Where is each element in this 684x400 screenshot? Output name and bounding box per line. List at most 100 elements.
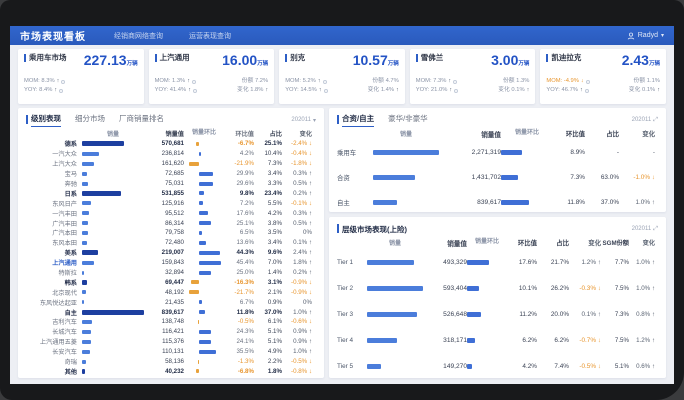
table-row[interactable]: 合资 1,431,702 7.3% 63.0% -1.0% ↓ [337, 165, 658, 190]
table-row[interactable]: 上汽大众 161,620 -21.9% 7.3% -1.8% ↓ [26, 159, 316, 169]
table-row[interactable]: Tier 1 493,329 17.6% 21.7% 1.2% ↑ 7.7% 1.0% ↑ [337, 249, 658, 275]
table-row[interactable]: 德系 570,681 -6.7% 25.1% -2.4% ↓ [26, 139, 316, 149]
sales-value: 593,404 [443, 284, 467, 292]
col-header: 变化 [642, 240, 655, 247]
table-row[interactable]: 特斯拉 32,894 25.0% 1.4% 0.2% ↑ [26, 268, 316, 278]
tab-1[interactable]: 细分市场 [75, 114, 105, 123]
date-value: 202011 [631, 226, 652, 232]
table-row[interactable]: 其他 40,232 -6.8% 1.8% -0.8% ↓ [26, 366, 316, 376]
change-value: 0.6% ↑ [636, 362, 655, 370]
sales-bar [82, 181, 88, 186]
info-icon[interactable] [453, 79, 458, 84]
change-value: 0.5% ↑ [293, 180, 312, 187]
table-row[interactable]: 东风日产 125,916 7.2% 5.5% -0.1% ↓ [26, 198, 316, 208]
table-row[interactable]: 长安汽车 110,131 35.5% 4.9% 1.0% ↑ [26, 347, 316, 357]
kpi-card-bottom: MOM: 1.3% ↑ YOY: 41.4% ↑ 份额 7.2% 变化 1.8% ↑ [155, 77, 269, 95]
table-row[interactable]: Tier 4 318,171 6.2% 6.2% -0.7% ↓ 7.5% 1.2% ↑ [337, 327, 658, 353]
trend-up-icon: ↑ [317, 78, 321, 84]
nav-item[interactable]: 经销商网络查询 [114, 32, 163, 40]
kpi-trend-block: MOM: 1.3% ↑ YOY: 41.4% ↑ [155, 77, 197, 95]
kpi-card[interactable]: 雪佛兰 3.00万辆 MOM: 7.3% ↑ YOY: 21.0% ↑ 份额 1.3% 变化 … [409, 49, 536, 104]
table-row[interactable]: 自主 839,617 11.8% 37.0% 1.0% ↑ [337, 190, 658, 215]
change-value: 0.8% ↑ [636, 310, 655, 318]
sgm-share-value: 7.5% [614, 336, 629, 344]
row-name: 美系 [64, 250, 77, 258]
change-value: -0.1% ↓ [291, 199, 312, 207]
tab-1[interactable]: 豪华/非豪华 [388, 114, 428, 123]
tab-0[interactable]: 合资/自主 [342, 113, 375, 127]
table-row[interactable]: 广汽丰田 86,314 25.1% 3.8% 0.5% ↑ [26, 218, 316, 228]
mom-value: 10.1% [518, 284, 537, 292]
table-row[interactable]: 一汽丰田 95,512 17.6% 4.2% 0.3% ↑ [26, 208, 316, 218]
nav-item[interactable]: 运营表现查询 [189, 32, 231, 40]
date-value: 202011 [291, 117, 311, 123]
share-value: 0.9% [267, 298, 282, 306]
mom-bar [199, 191, 204, 196]
info-icon[interactable] [585, 79, 590, 84]
info-icon[interactable] [61, 79, 66, 84]
tier-date-filter[interactable]: 202011 ⤢ [632, 226, 658, 233]
table-row[interactable]: 上汽通用 159,843 45.4% 7.0% 1.8% ↑ [26, 258, 316, 268]
table-row[interactable]: 一汽大众 236,814 4.2% 10.4% -0.4% ↓ [26, 149, 316, 159]
table-row[interactable]: 长城汽车 116,421 24.3% 5.1% 0.9% ↑ [26, 327, 316, 337]
mom-bar [467, 259, 489, 265]
table-row[interactable]: 奇瑞 58,136 -1.3% 2.2% -0.5% ↓ [26, 357, 316, 367]
tab-0[interactable]: 级别表现 [31, 113, 61, 127]
user-menu[interactable]: Radyd ▾ [627, 32, 664, 40]
table-row[interactable]: 韩系 69,447 -16.3% 3.1% -0.9% ↓ [26, 277, 316, 287]
info-icon[interactable] [323, 88, 328, 93]
table-row[interactable]: 东风悦达起亚 21,435 6.7% 0.9% 0% [26, 297, 316, 307]
table-row[interactable]: 美系 219,007 44.3% 9.6% 2.4% ↑ [26, 248, 316, 258]
trend-up-icon: ↑ [526, 87, 530, 93]
kpi-card[interactable]: 别克 10.57万辆 MOM: 5.2% ↑ YOY: 14.5% ↑ 份额 4.7% 变化 … [279, 49, 405, 104]
sales-value: 69,447 [165, 278, 184, 286]
info-icon[interactable] [322, 79, 327, 84]
kpi-card[interactable]: 上汽通用 16.00万辆 MOM: 1.3% ↑ YOY: 41.4% ↑ 份额 7.2% 变… [148, 49, 275, 104]
kpi-card[interactable]: 凯迪拉克 2.43万辆 MOM: -4.9% ↓ YOY: 46.7% ↑ 份额 1.1% 变… [540, 49, 666, 104]
table-row[interactable]: 宝马 72,685 29.9% 3.4% 0.3% ↑ [26, 169, 316, 179]
table-row[interactable]: 广汽本田 79,758 6.5% 3.5% 0% [26, 228, 316, 238]
table-row[interactable]: Tier 5 149,270 4.2% 7.4% -0.5% ↓ 5.1% 0.6% ↑ [337, 353, 658, 379]
mom-bar-cell [184, 238, 224, 248]
info-icon[interactable] [192, 88, 197, 93]
table-row[interactable]: Tier 2 593,404 10.1% 26.2% -0.3% ↓ 7.5% 1.0% ↑ [337, 275, 658, 301]
share-value: 7.4% [554, 362, 569, 370]
table-row[interactable]: 上汽通用五菱 115,376 24.1% 5.1% 0.9% ↑ [26, 337, 316, 347]
info-icon[interactable] [584, 88, 589, 93]
info-icon[interactable] [59, 88, 64, 93]
sales-bar-cell [82, 240, 144, 245]
table-row[interactable]: 北京现代 48,192 -21.7% 2.1% -0.9% ↓ [26, 287, 316, 297]
table-row[interactable]: 吉利汽车 138,748 -0.5% 6.1% -0.6% ↓ [26, 317, 316, 327]
sales-bar [82, 309, 144, 315]
share-value: 4.2% [267, 209, 282, 217]
info-icon[interactable] [191, 79, 196, 84]
table-row[interactable]: 乘用车 2,271,319 8.9% - - [337, 140, 658, 165]
user-name: Radyd [637, 32, 658, 39]
row-name: Tier 5 [337, 362, 354, 370]
sales-bar [367, 259, 414, 265]
table-row[interactable]: 自主 839,617 11.8% 37.0% 1.0% ↑ [26, 307, 316, 317]
row-name: 合资 [337, 175, 350, 182]
change-value: -0.9% ↓ [291, 278, 312, 286]
change-line: 变化 0.1% ↑ [629, 86, 660, 95]
share-value: 6.2% [554, 336, 569, 344]
kpi-card[interactable]: 乘用车市场 227.13万辆 MOM: 8.3% ↑ YOY: 8.4% ↑ [18, 49, 144, 104]
col-header: 销量环比 [191, 130, 216, 136]
joint-date-filter[interactable]: 202011 ⤢ [632, 117, 658, 124]
mom-bar [196, 141, 200, 146]
mom-bar-cell [184, 228, 224, 238]
info-icon[interactable] [454, 88, 459, 93]
mom-bar [467, 285, 480, 291]
mom-bar [188, 161, 200, 166]
tab-2[interactable]: 厂商销量排名 [119, 114, 164, 123]
left-date-filter[interactable]: 202011 ▾ [291, 117, 316, 124]
table-row[interactable]: 日系 531,855 9.8% 23.4% 0.2% ↑ [26, 188, 316, 198]
table-row[interactable]: Tier 3 526,648 11.2% 20.0% 0.1% ↑ 7.3% 0.8% ↑ [337, 301, 658, 327]
table-row[interactable]: 东风本田 72,480 13.6% 3.4% 0.1% ↑ [26, 238, 316, 248]
mom-line: MOM: 7.3% ↑ [416, 77, 458, 86]
sales-value: 161,620 [161, 160, 184, 168]
col-header: 销量 [106, 131, 119, 138]
tier-market-panel: 层级市场表现(上险) 202011 ⤢ 销量 销量值 销量环比 环比值 占比 变化 SGM份… [329, 217, 666, 378]
table-row[interactable]: 奔驰 75,031 29.6% 3.3% 0.5% ↑ [26, 179, 316, 189]
sales-bar [82, 339, 91, 344]
